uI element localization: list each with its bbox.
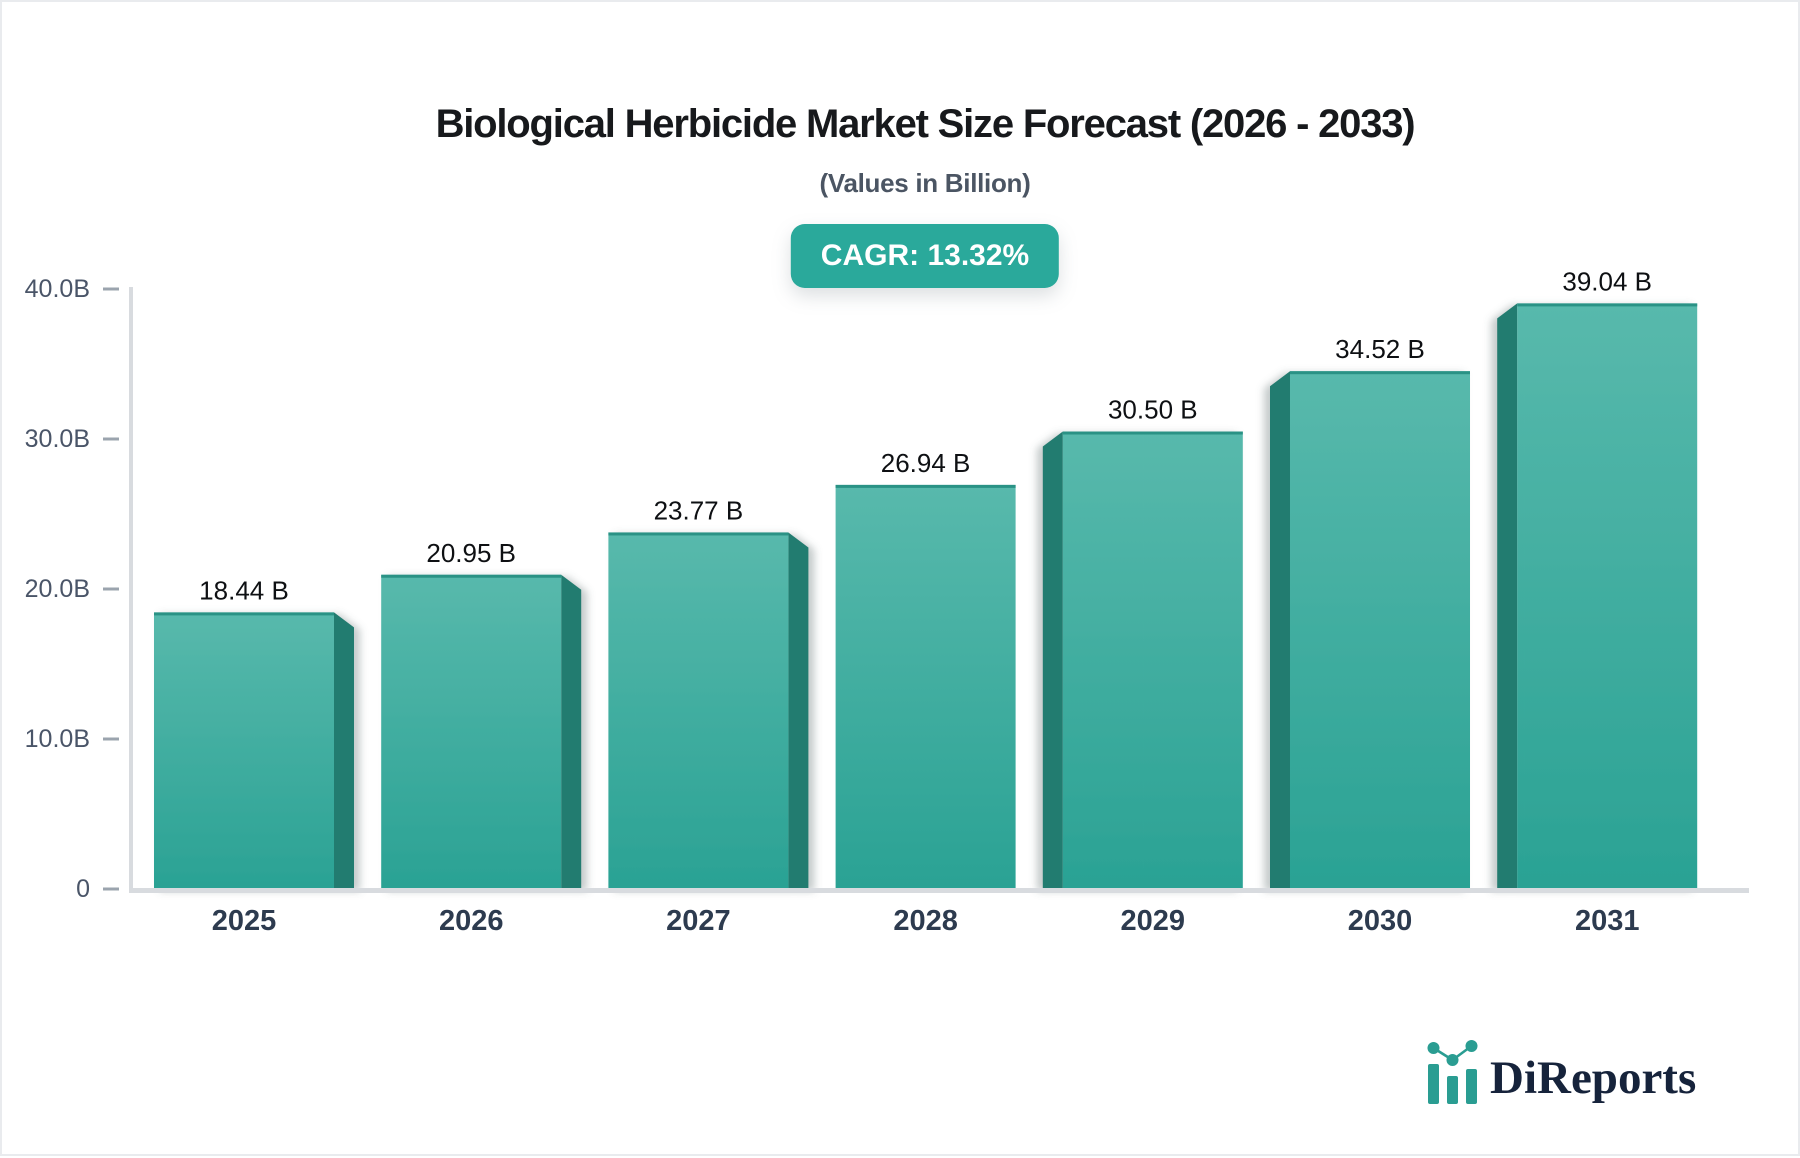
bar-face (1290, 371, 1470, 889)
cagr-badge: CAGR: 13.32% (790, 224, 1060, 288)
chart-title: Biological Herbicide Market Size Forecas… (435, 102, 1416, 146)
bar-group-2031 (1497, 303, 1698, 889)
y-tick-label: 10.0B (25, 725, 90, 753)
y-tick (103, 737, 119, 741)
direports-logo: DiReports (1426, 1030, 1696, 1106)
bar-value-label: 34.52 B (1335, 334, 1425, 364)
x-tick-label: 2028 (893, 905, 958, 937)
bar-top-edge (1517, 303, 1698, 307)
x-tick-label: 2031 (1575, 905, 1640, 937)
bar-side (561, 574, 582, 889)
bar-top-edge (608, 532, 789, 536)
bar-side (1497, 303, 1518, 889)
bar-top-edge (381, 574, 562, 578)
bar-value-label: 26.94 B (881, 448, 971, 478)
bar-top-edge (154, 612, 334, 616)
bar-value-label: 18.44 B (199, 575, 289, 605)
bar-side (788, 532, 809, 889)
x-tick-label: 2027 (666, 905, 731, 937)
y-axis-line (129, 287, 133, 891)
bar-top-edge (1290, 371, 1470, 375)
bar-value-label: 39.04 B (1562, 266, 1652, 296)
y-tick (103, 437, 119, 441)
bar-group-2029 (1042, 431, 1243, 889)
y-tick-label: 30.0B (25, 425, 90, 453)
direports-logo-icon (1427, 1040, 1478, 1104)
x-tick-label: 2030 (1348, 905, 1413, 937)
bar-side (334, 612, 354, 889)
bar-face (1062, 431, 1243, 889)
direports-logo-text: DiReports (1490, 1052, 1697, 1104)
bar-value-label: 20.95 B (426, 538, 516, 568)
bar-face (1517, 303, 1698, 889)
y-tick (103, 587, 119, 591)
x-axis-line (129, 888, 1749, 893)
bar-side (1270, 371, 1290, 889)
bar-face (835, 484, 1016, 889)
y-tick-label: 40.0B (25, 275, 90, 303)
x-tick-label: 2025 (212, 905, 277, 937)
bar-group-2028 (835, 484, 1016, 889)
bar-top-edge (835, 484, 1016, 488)
bar-value-label: 30.50 B (1108, 395, 1198, 425)
y-tick (103, 887, 119, 891)
bar-group-2027 (608, 532, 809, 889)
y-tick-label: 0 (76, 875, 90, 903)
bar-face (154, 612, 334, 889)
y-tick (103, 287, 119, 291)
bar-top-edge (1062, 431, 1243, 435)
bar-group-2025 (154, 612, 354, 889)
x-tick-label: 2026 (439, 905, 504, 937)
bar-face (381, 574, 562, 889)
bar-group-2026 (381, 574, 582, 889)
bar-group-2030 (1270, 371, 1470, 889)
bar-face (608, 532, 789, 889)
chart-subtitle: (Values in Billion) (819, 168, 1031, 198)
bar-value-label: 23.77 B (654, 495, 744, 525)
x-tick-label: 2029 (1121, 905, 1186, 937)
y-tick-label: 20.0B (25, 575, 90, 603)
bar-side (1042, 431, 1063, 889)
